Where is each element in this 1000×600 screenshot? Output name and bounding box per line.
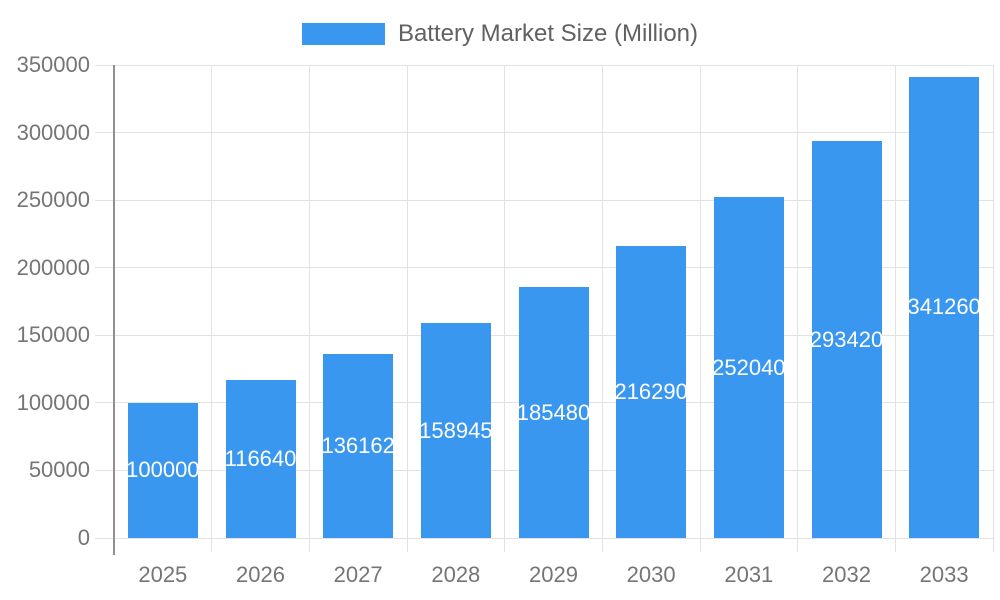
bar[interactable]: 116640	[225, 380, 296, 538]
y-axis-tick-label: 100000	[16, 389, 90, 415]
legend-swatch-icon	[301, 23, 385, 45]
gridline-vertical	[308, 65, 310, 552]
bar-value-label: 252040	[713, 354, 784, 380]
gridline-vertical	[601, 65, 603, 552]
gridline-horizontal	[95, 199, 993, 201]
gridline-horizontal	[95, 537, 993, 539]
y-axis-tick-label: 150000	[16, 322, 90, 348]
gridline-vertical	[699, 65, 701, 552]
gridline-horizontal	[95, 267, 993, 269]
x-axis-tick-label: 2032	[822, 562, 871, 587]
y-axis-tick-label: 200000	[16, 254, 90, 280]
x-axis-tick-label: 2031	[724, 562, 774, 587]
y-axis-line	[113, 65, 115, 555]
gridline-vertical	[894, 65, 896, 552]
bar[interactable]: 216290	[616, 245, 687, 538]
x-axis-tick-label: 2025	[138, 562, 188, 587]
x-axis-tick-label: 2030	[626, 562, 676, 587]
y-axis-tick-label: 250000	[16, 187, 90, 213]
bar[interactable]: 293420	[811, 141, 882, 538]
bar-value-label: 216290	[616, 378, 687, 404]
bar-value-label: 158945	[420, 417, 491, 443]
bar[interactable]: 100000	[127, 402, 198, 538]
x-axis-tick-label: 2028	[431, 562, 481, 587]
legend[interactable]: Battery Market Size (Million)	[0, 20, 1000, 48]
bar-value-label: 136162	[323, 432, 394, 458]
gridline-vertical	[504, 65, 506, 552]
gridline-vertical	[406, 65, 408, 552]
y-axis-tick-label: 300000	[16, 119, 90, 145]
bar-value-label: 185480	[518, 399, 589, 425]
bar-value-label: 100000	[127, 457, 198, 483]
bar[interactable]: 341260	[909, 76, 980, 538]
legend-label: Battery Market Size (Million)	[397, 20, 699, 47]
y-axis-tick-label: 0	[77, 525, 90, 550]
gridline-horizontal	[95, 132, 993, 134]
gridline-horizontal	[95, 64, 993, 66]
x-axis-tick-label: 2027	[333, 562, 383, 587]
bar[interactable]: 185480	[518, 287, 589, 538]
bar-value-label: 293420	[811, 326, 882, 352]
gridline-vertical	[797, 65, 799, 552]
bar-value-label: 341260	[909, 294, 980, 320]
gridline-vertical	[992, 65, 994, 552]
y-axis-tick-label: 50000	[28, 457, 90, 483]
gridline-vertical	[211, 65, 213, 552]
bar[interactable]: 136162	[323, 353, 394, 538]
x-axis-tick-label: 2033	[919, 562, 969, 587]
y-axis-tick-label: 350000	[16, 52, 90, 77]
x-axis-tick-label: 2026	[236, 562, 285, 587]
bar[interactable]: 158945	[420, 323, 491, 538]
bar[interactable]: 252040	[713, 197, 784, 538]
bar-value-label: 116640	[225, 446, 296, 472]
x-axis-tick-label: 2029	[529, 562, 578, 587]
